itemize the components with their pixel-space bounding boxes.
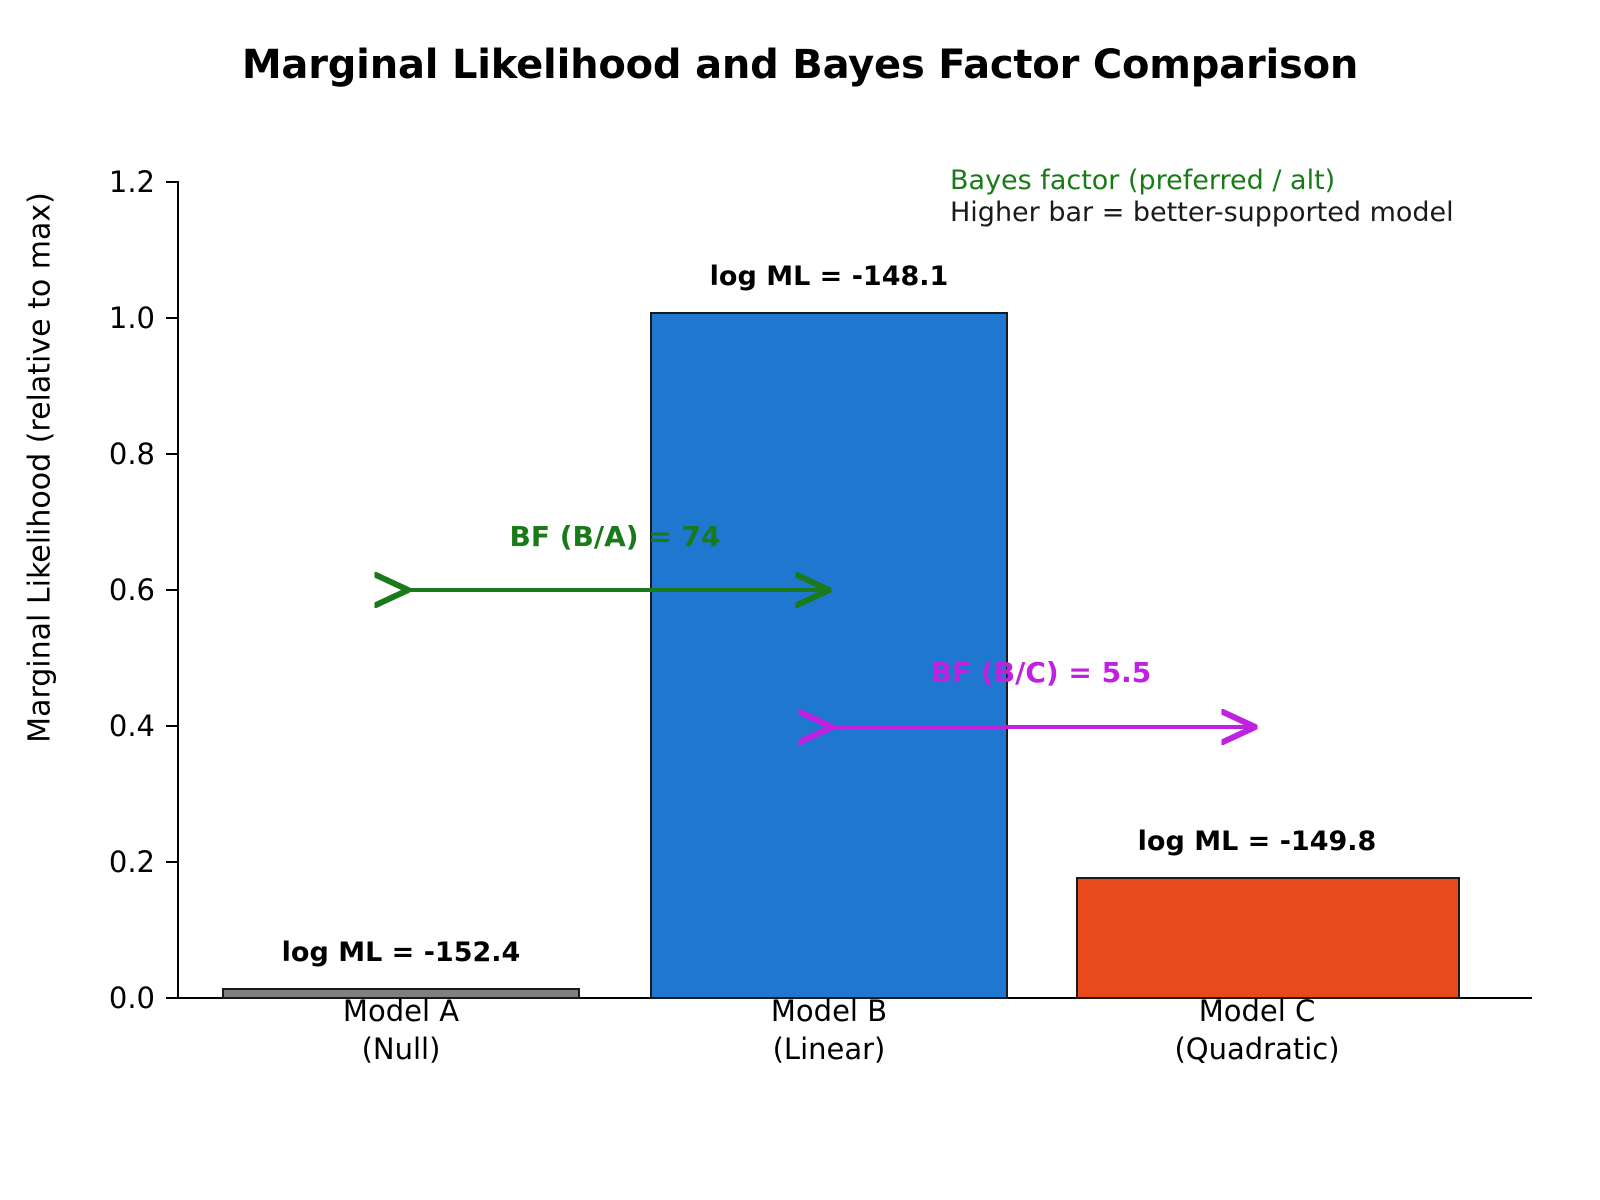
bar-label-model-a: log ML = -152.4 <box>281 937 521 968</box>
y-tick-mark-1 <box>166 861 177 863</box>
bar-label-model-c: log ML = -149.8 <box>1137 826 1377 857</box>
x-tick-label-model-c: Model C (Quadratic) <box>1174 994 1340 1066</box>
legend-note-bayes-factor: Bayes factor (preferred / alt) <box>950 165 1336 196</box>
y-tick-mark-0 <box>166 997 177 999</box>
y-tick-label-5: 1.0 <box>108 301 155 335</box>
y-tick-label-4: 0.8 <box>108 437 155 471</box>
bf-label-b-over-a: BF (B/A) = 74 <box>509 520 721 553</box>
y-tick-mark-4 <box>166 453 177 455</box>
y-tick-mark-6 <box>166 181 177 183</box>
y-tick-label-0: 0.0 <box>108 981 155 1015</box>
bar-label-model-b: log ML = -148.1 <box>709 261 949 292</box>
legend-note-higher-bar: Higher bar = better-supported model <box>950 197 1454 229</box>
bar-model-b[interactable] <box>650 312 1008 999</box>
y-tick-mark-5 <box>166 317 177 319</box>
y-tick-mark-2 <box>166 725 177 727</box>
y-tick-label-6: 1.2 <box>108 165 155 199</box>
legend-note-block: Bayes factor (preferred / alt) Higher ba… <box>950 165 1510 230</box>
y-tick-label-3: 0.6 <box>108 573 155 607</box>
y-axis-label-wrapper: Marginal Likelihood (relative to max) <box>0 0 100 1200</box>
bar-model-c[interactable] <box>1076 877 1460 999</box>
bf-label-b-over-c: BF (B/C) = 5.5 <box>930 656 1152 689</box>
x-tick-label-model-b: Model B (Linear) <box>770 994 888 1066</box>
page-title: Marginal Likelihood and Bayes Factor Com… <box>241 42 1359 88</box>
y-tick-mark-3 <box>166 589 177 591</box>
y-tick-label-1: 0.2 <box>108 845 155 879</box>
y-axis-spine <box>177 181 179 999</box>
y-tick-label-2: 0.4 <box>108 709 155 743</box>
y-axis-label: Marginal Likelihood (relative to max) <box>22 192 58 743</box>
bar-model-a[interactable] <box>222 988 580 999</box>
x-tick-label-model-a: Model A (Null) <box>342 994 460 1066</box>
